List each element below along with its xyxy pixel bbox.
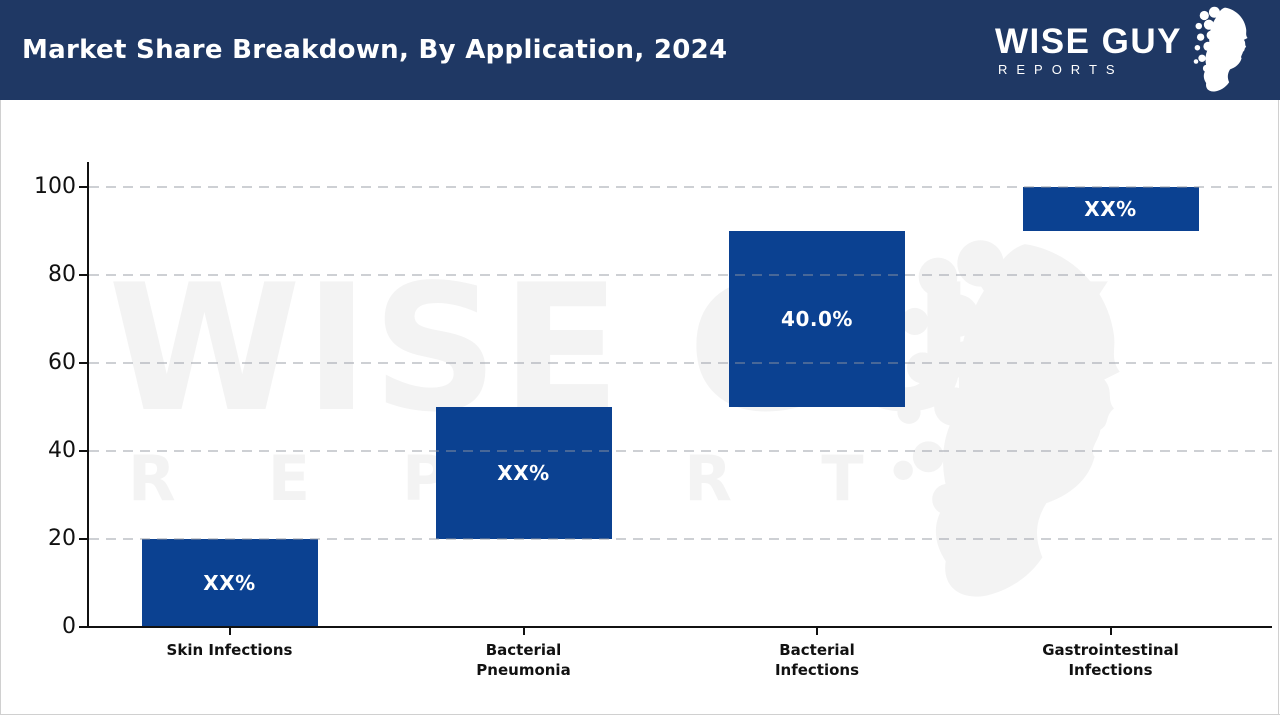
wiseguy-logo: WISE GUY REPORTS — [995, 4, 1266, 96]
y-tick-label: 80 — [48, 262, 76, 287]
y-tick-mark — [79, 362, 87, 364]
wiseguy-logo-text: WISE GUY REPORTS — [995, 24, 1182, 77]
x-category-label: Bacterial Infections — [774, 641, 860, 680]
logo-brand-subtitle: REPORTS — [997, 61, 1124, 77]
page-title: Market Share Breakdown, By Application, … — [22, 35, 728, 65]
header-bar: Market Share Breakdown, By Application, … — [0, 0, 1280, 100]
y-tick-label: 20 — [48, 526, 76, 551]
y-tick-label: 40 — [48, 438, 76, 463]
frame-border-right — [1278, 100, 1279, 714]
bar-segment: XX% — [141, 539, 318, 627]
watermark-head-icon — [893, 240, 1120, 597]
y-tick-mark — [79, 538, 87, 540]
gridline — [89, 538, 1272, 540]
logo-brand-name: WISE GUY — [994, 21, 1182, 61]
y-tick-mark — [79, 274, 87, 276]
y-tick-label: 60 — [48, 350, 76, 375]
gridline — [89, 274, 1272, 276]
x-category-label: Skin Infections — [166, 641, 293, 659]
y-axis-line — [87, 162, 89, 628]
x-tick-mark — [522, 628, 525, 635]
bar-segment: XX% — [1022, 187, 1199, 231]
gridline — [89, 362, 1272, 364]
y-tick-mark — [79, 626, 87, 628]
wiseguy-head-icon — [1193, 6, 1248, 92]
gridline — [89, 186, 1272, 188]
x-tick-mark — [1109, 628, 1112, 635]
x-axis-line — [87, 626, 1272, 628]
y-tick-label: 0 — [62, 614, 76, 639]
x-category-label: Bacterial Pneumonia — [476, 641, 571, 680]
bar-value-label: XX% — [203, 571, 256, 595]
bar-value-label: 40.0% — [781, 307, 853, 331]
gridline — [89, 450, 1272, 452]
x-tick-mark — [816, 628, 818, 635]
bar-value-label: XX% — [497, 461, 550, 485]
y-tick-label: 100 — [34, 174, 76, 199]
bar-value-label: XX% — [1084, 197, 1137, 221]
frame-border-bottom — [0, 714, 1280, 715]
x-tick-mark — [228, 628, 231, 635]
x-category-label: Gastrointestinal Infections — [1042, 641, 1179, 680]
y-tick-mark — [79, 186, 87, 188]
bar-segment: 40.0% — [729, 231, 905, 407]
bar-segment: XX% — [435, 407, 612, 539]
y-tick-mark — [79, 450, 87, 452]
frame-border-left — [0, 100, 1, 714]
